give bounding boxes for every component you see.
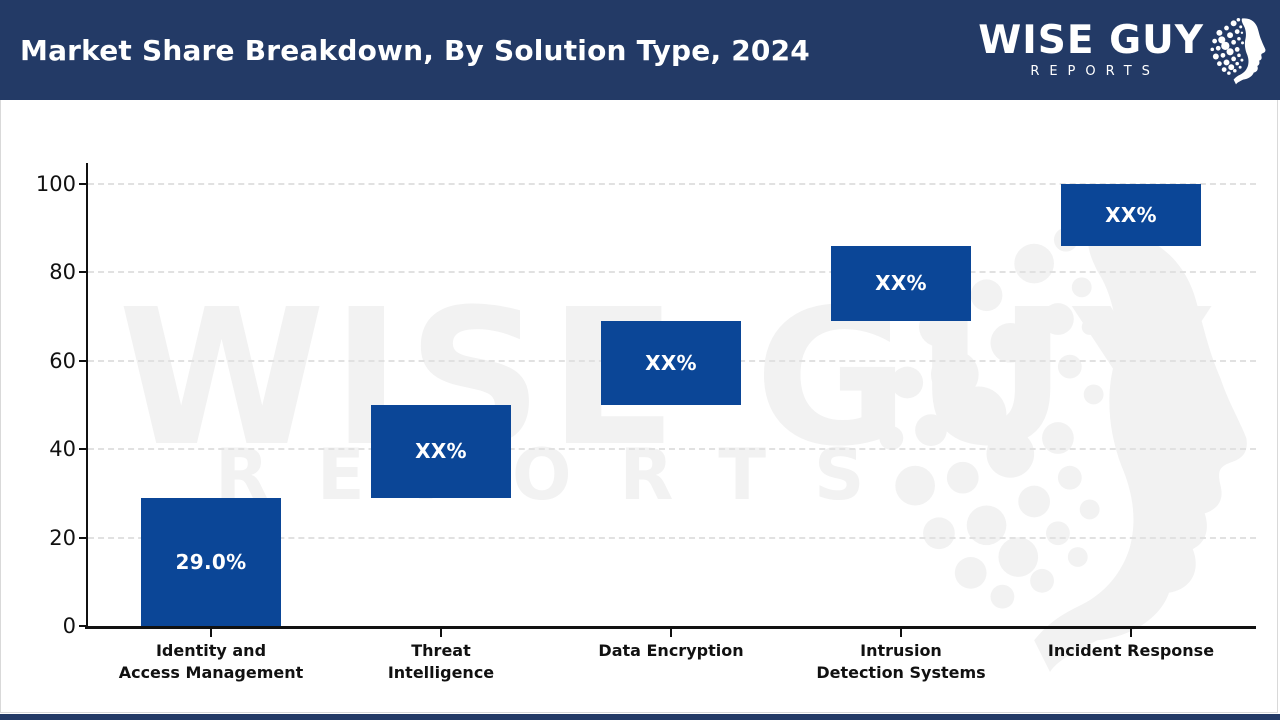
- page-title: Market Share Breakdown, By Solution Type…: [20, 33, 810, 67]
- brand-text: WISE GUY REPORTS: [978, 21, 1204, 79]
- brand-logo: WISE GUY REPORTS: [978, 15, 1280, 85]
- y-tick-label: 40: [49, 437, 76, 462]
- category-label: Incident Response: [1047, 641, 1215, 660]
- y-tick: [79, 183, 87, 185]
- category-label: Intrusion Detection Systems: [816, 641, 986, 682]
- gridline: [88, 448, 1256, 451]
- y-tick-label: 20: [49, 525, 76, 550]
- category-label: Identity and Access Management: [118, 641, 304, 682]
- gridline: [88, 183, 1256, 185]
- gridline: [88, 271, 1256, 274]
- y-tick-label: 0: [62, 614, 76, 638]
- x-tick: [440, 629, 442, 637]
- bar: XX%: [831, 245, 971, 321]
- x-tick: [1130, 629, 1132, 637]
- y-tick: [79, 448, 87, 451]
- y-tick: [79, 359, 87, 362]
- gridline: [88, 536, 1256, 539]
- y-tick-label: 80: [49, 260, 76, 285]
- bar-value-label: XX%: [415, 439, 467, 464]
- bar-value-label: XX%: [875, 271, 927, 296]
- y-tick: [79, 625, 87, 627]
- category-label: Threat Intelligence: [387, 641, 495, 682]
- header: Market Share Breakdown, By Solution Type…: [0, 0, 1280, 100]
- category-label: Data Encryption: [598, 641, 744, 660]
- bar: XX%: [601, 321, 741, 405]
- y-tick: [79, 536, 87, 539]
- y-tick-label: 100: [35, 172, 76, 196]
- x-tick: [670, 629, 672, 637]
- y-tick-label: 60: [49, 348, 76, 373]
- bar-value-label: 29.0%: [175, 549, 247, 574]
- x-axis: [85, 626, 1256, 629]
- x-tick: [900, 629, 902, 637]
- bar-value-label: XX%: [1105, 202, 1157, 227]
- brand-tagline: REPORTS: [1030, 64, 1160, 79]
- bar: 29.0%: [141, 497, 281, 626]
- watermark-tagline: REPORTS: [215, 434, 913, 516]
- x-tick: [210, 629, 212, 637]
- y-tick: [79, 271, 87, 274]
- bar: XX%: [371, 405, 511, 498]
- bar: XX%: [1061, 184, 1201, 246]
- brand-name: WISE GUY: [978, 18, 1204, 63]
- y-axis: [86, 163, 88, 629]
- bar-value-label: XX%: [645, 351, 697, 375]
- footer-strip: [0, 714, 1280, 720]
